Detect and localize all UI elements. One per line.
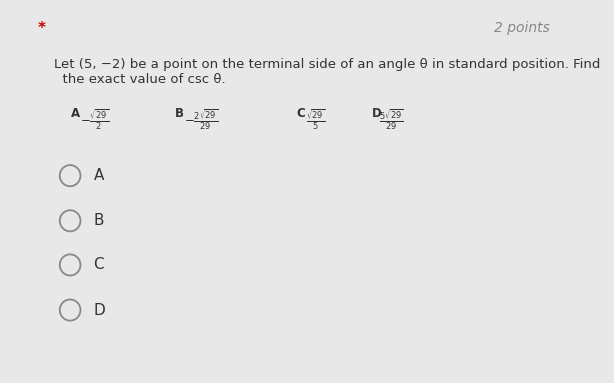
Text: *: *: [37, 21, 45, 36]
Text: B: B: [93, 213, 104, 228]
Text: A: A: [93, 168, 104, 183]
Text: $\mathbf{D}$: $\mathbf{D}$: [371, 106, 382, 119]
Text: $\mathbf{C}$: $\mathbf{C}$: [296, 106, 306, 119]
Text: the exact value of csc θ.: the exact value of csc θ.: [54, 73, 226, 86]
Text: $-\frac{2\sqrt{29}}{29}$: $-\frac{2\sqrt{29}}{29}$: [184, 108, 218, 132]
Text: $\frac{\sqrt{29}}{5}$: $\frac{\sqrt{29}}{5}$: [306, 108, 325, 132]
Text: $-\frac{\sqrt{29}}{2}$: $-\frac{\sqrt{29}}{2}$: [80, 108, 109, 132]
Text: $\mathbf{B}$: $\mathbf{B}$: [174, 106, 184, 119]
Text: $\frac{5\sqrt{29}}{29}$: $\frac{5\sqrt{29}}{29}$: [379, 108, 404, 132]
Text: Let (5, −2) be a point on the terminal side of an angle θ in standard position. : Let (5, −2) be a point on the terminal s…: [54, 57, 600, 70]
Text: D: D: [93, 303, 106, 318]
Text: C: C: [93, 257, 104, 272]
Text: 2 points: 2 points: [494, 21, 550, 35]
Text: $\mathbf{A}$: $\mathbf{A}$: [70, 106, 81, 119]
